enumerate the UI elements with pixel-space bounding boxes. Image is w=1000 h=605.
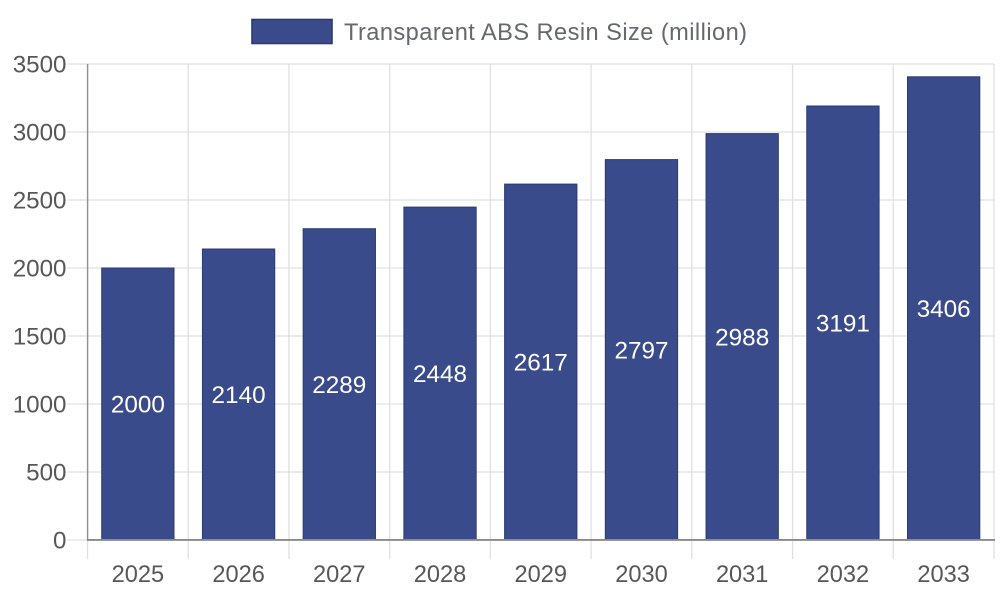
- svg-text:2500: 2500: [13, 187, 67, 214]
- svg-text:2289: 2289: [312, 372, 366, 399]
- svg-text:2033: 2033: [917, 562, 970, 588]
- svg-text:500: 500: [26, 459, 66, 486]
- svg-text:2617: 2617: [514, 350, 568, 377]
- svg-text:2140: 2140: [212, 382, 266, 409]
- svg-text:2988: 2988: [715, 325, 769, 352]
- svg-text:2797: 2797: [614, 338, 668, 365]
- svg-text:3000: 3000: [13, 119, 67, 146]
- svg-text:2031: 2031: [716, 562, 769, 588]
- svg-text:0: 0: [53, 527, 66, 554]
- svg-text:1000: 1000: [13, 391, 67, 418]
- svg-text:2027: 2027: [313, 562, 366, 588]
- svg-text:Transparent ABS Resin Size (mi: Transparent ABS Resin Size (million): [344, 20, 747, 46]
- svg-text:2030: 2030: [615, 562, 668, 588]
- svg-text:3191: 3191: [816, 311, 870, 338]
- svg-text:2448: 2448: [413, 361, 467, 388]
- svg-text:1500: 1500: [13, 323, 67, 350]
- svg-text:2026: 2026: [212, 562, 265, 588]
- svg-text:3406: 3406: [917, 296, 971, 323]
- svg-text:3500: 3500: [13, 51, 67, 78]
- svg-text:2032: 2032: [817, 562, 870, 588]
- svg-text:2029: 2029: [515, 562, 568, 588]
- svg-text:2000: 2000: [111, 392, 165, 419]
- svg-text:2025: 2025: [112, 562, 165, 588]
- svg-text:2000: 2000: [13, 255, 67, 282]
- svg-text:2028: 2028: [414, 562, 467, 588]
